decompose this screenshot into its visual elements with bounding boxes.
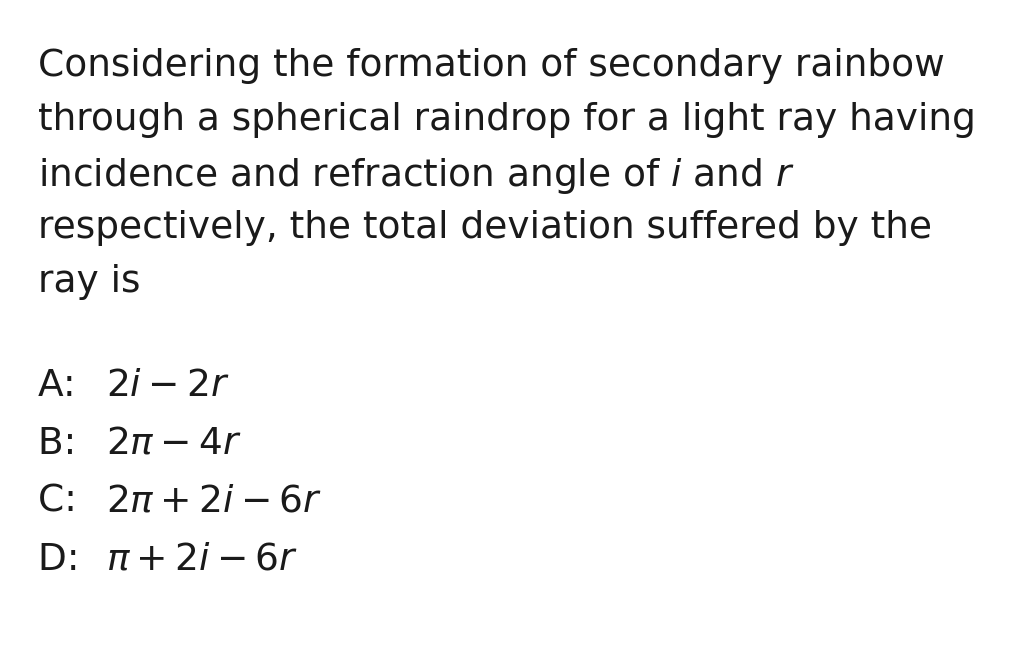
Text: respectively, the total deviation suffered by the: respectively, the total deviation suffer… (38, 210, 932, 246)
Text: A:: A: (38, 368, 99, 404)
Text: ray is: ray is (38, 264, 140, 300)
Text: Considering the formation of secondary rainbow: Considering the formation of secondary r… (38, 48, 945, 84)
Text: $2i - 2r$: $2i - 2r$ (106, 368, 229, 404)
Text: D:: D: (38, 542, 103, 578)
Text: C:: C: (38, 484, 100, 520)
Text: B:: B: (38, 426, 100, 462)
Text: $2\pi - 4r$: $2\pi - 4r$ (106, 426, 242, 462)
Text: incidence and refraction angle of $i$ and $r$: incidence and refraction angle of $i$ an… (38, 156, 795, 196)
Text: through a spherical raindrop for a light ray having: through a spherical raindrop for a light… (38, 102, 976, 138)
Text: $\pi + 2i - 6r$: $\pi + 2i - 6r$ (106, 542, 298, 578)
Text: $2\pi + 2i - 6r$: $2\pi + 2i - 6r$ (106, 484, 322, 520)
